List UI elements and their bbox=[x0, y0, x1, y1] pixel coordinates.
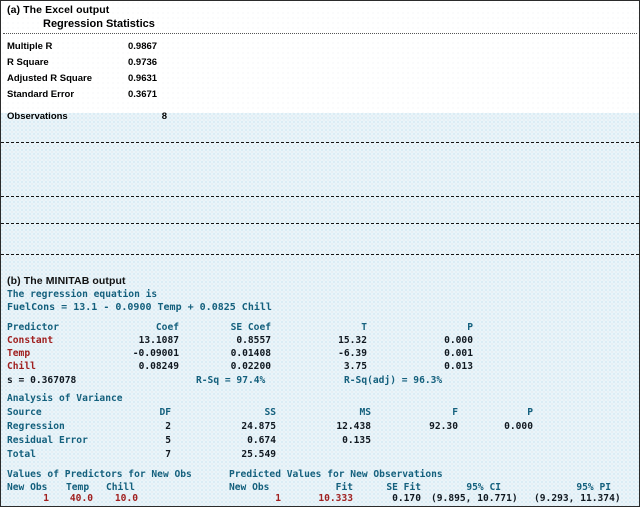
anova-row-ss: 0.674 bbox=[247, 435, 276, 446]
anova-row-source: Total bbox=[7, 449, 36, 460]
panel-b-caption: (b) The MINITAB output bbox=[7, 275, 126, 287]
coef-row-t: 15.32 bbox=[338, 335, 367, 346]
anova-row-df: 2 bbox=[165, 421, 171, 432]
summary-s: s = 0.367078 bbox=[7, 375, 77, 386]
anova-header-p: P bbox=[527, 407, 533, 418]
coef-header-predictor: Predictor bbox=[7, 322, 59, 333]
separator-rule-3 bbox=[1, 223, 639, 224]
anova-row-ss: 25.549 bbox=[241, 449, 276, 460]
panel-a-caption: (a) The Excel output bbox=[7, 4, 110, 16]
summary-r-sq-adj: R-Sq(adj) = 96.3% bbox=[344, 375, 443, 386]
predictors-row-chill: 10.0 bbox=[114, 493, 138, 504]
excel-value-observations: 8 bbox=[161, 111, 167, 122]
anova-header-ms: MS bbox=[359, 407, 371, 418]
coef-row-t: 3.75 bbox=[343, 361, 367, 372]
predicted-header-new-obs: New Obs bbox=[229, 482, 270, 493]
predictors-header-temp: Temp bbox=[66, 482, 90, 493]
anova-row-ss: 24.875 bbox=[241, 421, 276, 432]
predicted-title: Predicted Values for New Observations bbox=[229, 469, 443, 480]
coef-row-predictor: Temp bbox=[7, 348, 31, 359]
coef-header-t: T bbox=[361, 322, 367, 333]
anova-header-df: DF bbox=[159, 407, 171, 418]
coef-header-se-coef: SE Coef bbox=[230, 322, 271, 333]
anova-row-ms: 0.135 bbox=[342, 435, 371, 446]
predictors-header-new-obs: New Obs bbox=[7, 482, 48, 493]
coef-row-t: -6.39 bbox=[338, 348, 367, 359]
excel-value-multiple-r: 0.9867 bbox=[128, 41, 158, 52]
excel-label-standard-error: Standard Error bbox=[7, 89, 75, 100]
excel-output-panel: (a) The Excel output Regression Statisti… bbox=[1, 1, 639, 122]
excel-value-r-square: 0.9736 bbox=[128, 57, 158, 68]
anova-header-f: F bbox=[452, 407, 458, 418]
coef-row-predictor: Constant bbox=[7, 335, 54, 346]
coef-row-coef: -0.09001 bbox=[132, 348, 179, 359]
coef-row-coef: 0.08249 bbox=[138, 361, 179, 372]
anova-header-ss: SS bbox=[264, 407, 276, 418]
separator-rule-4 bbox=[1, 254, 639, 255]
predictors-title: Values of Predictors for New Obs bbox=[7, 469, 192, 480]
coef-row-predictor: Chill bbox=[7, 361, 36, 372]
predictors-row-new-obs: 1 bbox=[43, 493, 49, 504]
excel-label-observations: Observations bbox=[7, 111, 68, 122]
coef-row-coef: 13.1087 bbox=[138, 335, 179, 346]
anova-row-df: 7 bbox=[165, 449, 171, 460]
excel-value-adjusted-r-square: 0.9631 bbox=[128, 73, 158, 84]
predicted-header-se-fit: SE Fit bbox=[386, 482, 421, 493]
coef-row-se-coef: 0.8557 bbox=[236, 335, 271, 346]
coef-header-coef: Coef bbox=[155, 322, 179, 333]
predictors-header-chill: Chill bbox=[106, 482, 135, 493]
excel-label-multiple-r: Multiple R bbox=[7, 41, 53, 52]
regression-statistics-title: Regression Statistics bbox=[43, 18, 155, 30]
predicted-row-new-obs: 1 bbox=[275, 493, 281, 504]
anova-row-source: Regression bbox=[7, 421, 65, 432]
anova-row-df: 5 bbox=[165, 435, 171, 446]
anova-header-source: Source bbox=[7, 407, 42, 418]
coef-row-se-coef: 0.01408 bbox=[230, 348, 271, 359]
equation-intro: The regression equation is bbox=[7, 289, 158, 300]
regression-equation: FuelCons = 13.1 - 0.0900 Temp + 0.0825 C… bbox=[7, 302, 272, 313]
predictors-row-temp: 40.0 bbox=[69, 493, 93, 504]
anova-title: Analysis of Variance bbox=[7, 393, 123, 404]
predicted-header-pi: 95% PI bbox=[576, 482, 611, 493]
summary-r-sq: R-Sq = 97.4% bbox=[196, 375, 266, 386]
excel-value-standard-error: 0.3671 bbox=[128, 89, 158, 100]
predicted-row-fit: 10.333 bbox=[318, 493, 353, 504]
excel-label-r-square: R Square bbox=[7, 57, 49, 68]
predicted-row-se-fit: 0.170 bbox=[392, 493, 421, 504]
coef-row-p: 0.000 bbox=[444, 335, 473, 346]
coef-row-p: 0.001 bbox=[444, 348, 473, 359]
predicted-row-pi: (9.293, 11.374) bbox=[534, 493, 621, 504]
predicted-header-fit: Fit bbox=[335, 482, 353, 493]
predicted-header-ci: 95% CI bbox=[466, 482, 501, 493]
coef-row-p: 0.013 bbox=[444, 361, 473, 372]
coef-header-p: P bbox=[467, 322, 473, 333]
anova-row-ms: 12.438 bbox=[336, 421, 371, 432]
anova-row-source: Residual Error bbox=[7, 435, 88, 446]
excel-header-rule bbox=[3, 33, 637, 34]
anova-row-p: 0.000 bbox=[504, 421, 533, 432]
separator-rule-1 bbox=[1, 142, 639, 143]
coef-row-se-coef: 0.02200 bbox=[230, 361, 271, 372]
separator-rule-2 bbox=[1, 196, 639, 197]
excel-label-adjusted-r-square: Adjusted R Square bbox=[7, 73, 92, 84]
anova-row-f: 92.30 bbox=[429, 421, 458, 432]
predicted-row-ci: (9.895, 10.771) bbox=[431, 493, 518, 504]
